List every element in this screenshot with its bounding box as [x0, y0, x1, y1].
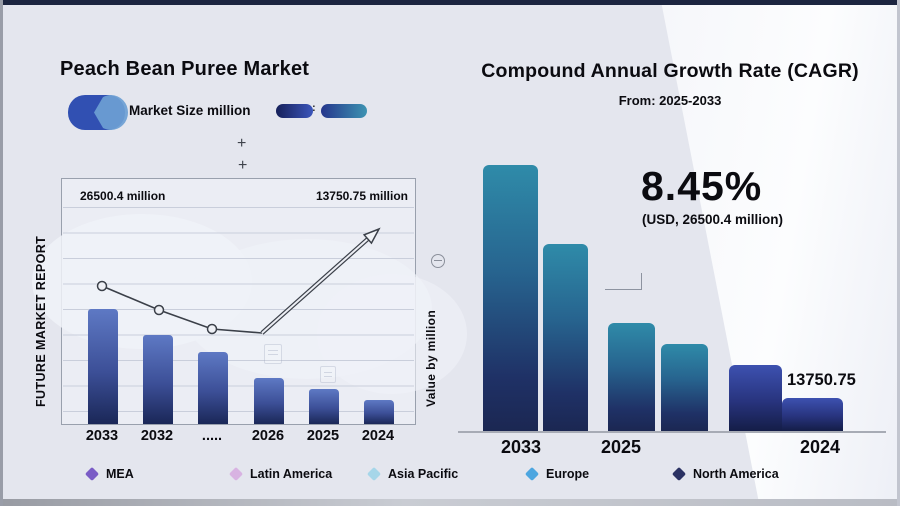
top-border-strip	[0, 0, 900, 5]
market-size-bar-.....	[198, 352, 229, 424]
x-axis-label-2032: 2032	[140, 428, 174, 444]
ratio-pill-left	[276, 104, 313, 118]
right-border-strip	[897, 0, 900, 506]
cagr-x-label-2025: 2025	[600, 437, 642, 457]
step-decoration	[605, 273, 642, 290]
legend-marker-mea-icon	[84, 466, 100, 482]
market-size-label: Market Size million	[129, 103, 251, 118]
cagr-x-label-2024: 2024	[799, 437, 841, 457]
document-watermark-icon	[264, 344, 282, 364]
document-watermark-icon	[320, 366, 336, 383]
page-title: Peach Bean Puree Market	[60, 58, 310, 80]
gridlines	[63, 207, 414, 416]
x-axis-label-2024: 2024	[361, 428, 395, 444]
legend-item-north-america: North America	[671, 466, 779, 482]
cagr-axis-line	[458, 431, 886, 433]
legend-marker-north-america-icon	[671, 466, 687, 482]
legend-label: Europe	[546, 467, 590, 481]
x-axis-label-2025: 2025	[306, 428, 340, 444]
legend-item-mea: MEA	[84, 466, 134, 482]
x-axis-label-2033: 2033	[85, 428, 119, 444]
legend-label: North America	[693, 467, 779, 481]
market-size-bar-2024	[364, 400, 394, 424]
cagr-bar-2025-bar-2	[661, 344, 708, 431]
annotation-left-value: 26500.4 million	[80, 189, 166, 203]
legend-label: Latin America	[250, 467, 333, 481]
left-border-strip	[0, 0, 3, 506]
market-size-bars	[62, 179, 415, 424]
legend-marker-asia-pacific-icon	[366, 466, 382, 482]
legend-label: MEA	[106, 467, 134, 481]
legend-item-europe: Europe	[524, 466, 590, 482]
cagr-subtitle: From: 2025-2033	[618, 93, 722, 108]
market-size-bar-2026	[253, 378, 284, 424]
cagr-bar-2033-bar-2	[543, 244, 588, 431]
x-axis-label-dots: .....	[201, 428, 223, 444]
cagr-title: Compound Annual Growth Rate (CAGR)	[481, 60, 859, 82]
legend-marker-latin-america-icon	[228, 466, 244, 482]
ratio-colon: :	[312, 102, 316, 114]
cagr-data-label: 13750.75	[787, 371, 856, 389]
cagr-note: (USD, 26500.4 million)	[642, 212, 784, 227]
market-size-bar-2033	[88, 309, 118, 424]
legend-marker-europe-icon	[524, 466, 540, 482]
cagr-bar-2024-bar-1	[729, 365, 782, 431]
legend-item-latin-america: Latin America	[228, 466, 333, 482]
legend-item-asia-pacific: Asia Pacific	[366, 466, 459, 482]
trend-line-overlay	[96, 227, 381, 335]
cagr-value: 8.45%	[641, 163, 763, 209]
legend-label: Asia Pacific	[388, 467, 459, 481]
x-axis-label-2026: 2026	[251, 428, 285, 444]
market-size-bar-2032	[143, 335, 174, 424]
market-size-bar-2025	[308, 389, 339, 424]
cagr-bar-2024-bar-2	[782, 398, 843, 431]
plus-mark-icon: +	[237, 135, 247, 152]
minus-circle-icon	[431, 254, 445, 268]
annotation-right-value: 13750.75 million	[315, 189, 408, 203]
plus-mark-icon: +	[238, 157, 248, 174]
bottom-border-strip	[0, 499, 900, 506]
cagr-bar-2033-bar-1	[483, 165, 538, 431]
cagr-x-label-2033: 2033	[500, 437, 542, 457]
ratio-pill-right	[321, 104, 367, 118]
market-size-chart-panel: 26500.4 million 13750.75 million	[32, 178, 467, 425]
cagr-bar-2025-bar-1	[608, 323, 655, 431]
